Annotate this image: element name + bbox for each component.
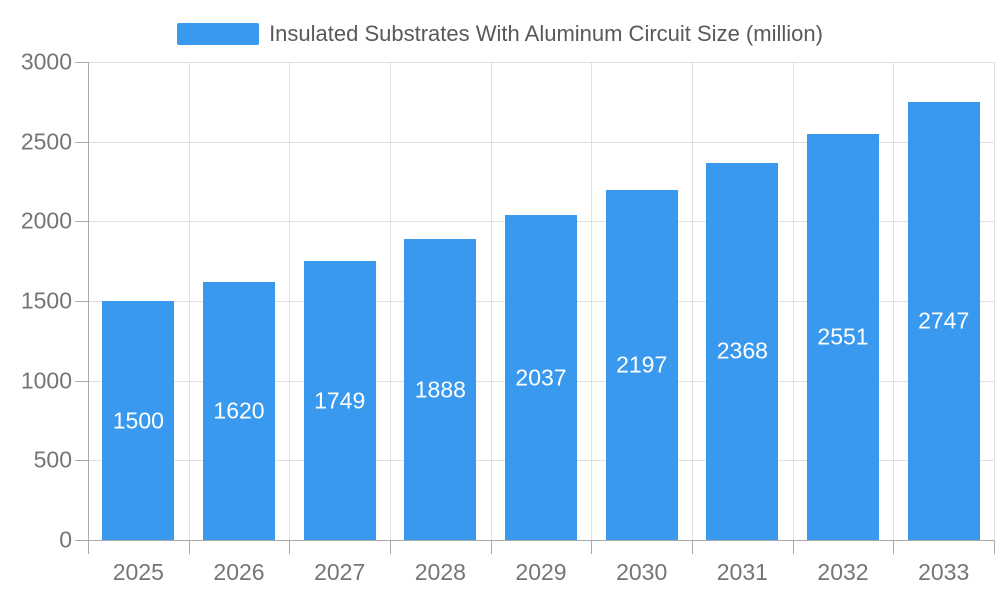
y-axis-label: 500 xyxy=(33,446,72,473)
y-axis-tick xyxy=(75,380,88,382)
y-axis-label: 3000 xyxy=(20,48,72,75)
gridline-vertical xyxy=(792,62,794,540)
x-axis-label: 2025 xyxy=(112,559,164,585)
x-axis-line xyxy=(88,540,994,541)
bar[interactable] xyxy=(706,162,779,540)
x-axis-tick xyxy=(88,540,89,554)
bar[interactable] xyxy=(404,239,477,540)
legend-label: Insulated Substrates With Aluminum Circu… xyxy=(269,21,823,46)
y-axis-tick xyxy=(75,62,88,63)
gridline-vertical xyxy=(692,62,693,540)
bar-value-label: 1888 xyxy=(414,376,466,403)
x-axis-tick xyxy=(994,540,995,554)
y-axis-label: 2500 xyxy=(20,128,72,155)
x-axis-label: 2029 xyxy=(515,559,567,585)
y-axis-tick xyxy=(75,141,88,143)
x-axis-tick xyxy=(893,540,895,554)
gridline-horizontal xyxy=(88,62,994,63)
y-axis-tick xyxy=(75,540,88,541)
bar-value-label: 2368 xyxy=(716,337,768,364)
x-axis-label: 2027 xyxy=(314,559,366,585)
x-axis-tick xyxy=(792,540,794,554)
y-axis-line xyxy=(88,62,89,540)
y-axis-label: 1000 xyxy=(20,367,72,394)
x-axis-tick xyxy=(490,540,492,554)
bar[interactable] xyxy=(807,133,879,540)
gridline-horizontal xyxy=(88,141,994,143)
bar-value-label: 2747 xyxy=(918,307,970,334)
y-axis-tick xyxy=(75,301,88,302)
x-axis-label: 2031 xyxy=(716,559,768,585)
bar[interactable] xyxy=(303,261,376,540)
bar[interactable] xyxy=(907,102,980,540)
y-axis-label: 0 xyxy=(59,526,72,553)
gridline-vertical xyxy=(390,62,391,540)
gridline-vertical xyxy=(188,62,190,540)
gridline-vertical xyxy=(490,62,492,540)
gridline-vertical xyxy=(591,62,593,540)
x-axis-label: 2032 xyxy=(817,559,869,585)
y-axis-tick xyxy=(75,221,88,223)
bar[interactable] xyxy=(605,189,678,540)
bar-value-label: 1749 xyxy=(314,387,366,414)
x-axis-tick xyxy=(289,540,291,554)
x-axis-tick xyxy=(188,540,190,554)
y-axis-tick xyxy=(75,460,88,462)
gridline-vertical xyxy=(994,62,995,540)
x-axis-label: 2028 xyxy=(414,559,466,585)
legend-swatch-icon xyxy=(177,23,260,45)
bar-value-label: 2551 xyxy=(817,323,869,350)
x-axis-tick xyxy=(692,540,693,554)
x-axis-label: 2030 xyxy=(616,559,668,585)
bar-value-label: 1500 xyxy=(112,407,164,433)
bar-value-label: 1620 xyxy=(213,397,265,424)
x-axis-tick xyxy=(591,540,593,554)
gridline-vertical xyxy=(289,62,291,540)
bar[interactable] xyxy=(102,301,175,540)
bar-value-label: 2197 xyxy=(616,351,668,378)
bar[interactable] xyxy=(505,215,577,540)
x-axis-label: 2033 xyxy=(918,559,970,585)
bar-value-label: 2037 xyxy=(515,364,567,391)
y-axis-label: 2000 xyxy=(20,207,72,234)
x-axis-tick xyxy=(390,540,391,554)
gridline-vertical xyxy=(893,62,895,540)
y-axis-label: 1500 xyxy=(20,287,72,314)
legend-item[interactable]: Insulated Substrates With Aluminum Circu… xyxy=(0,20,1000,48)
bar[interactable] xyxy=(203,281,275,540)
x-axis-label: 2026 xyxy=(213,559,265,585)
